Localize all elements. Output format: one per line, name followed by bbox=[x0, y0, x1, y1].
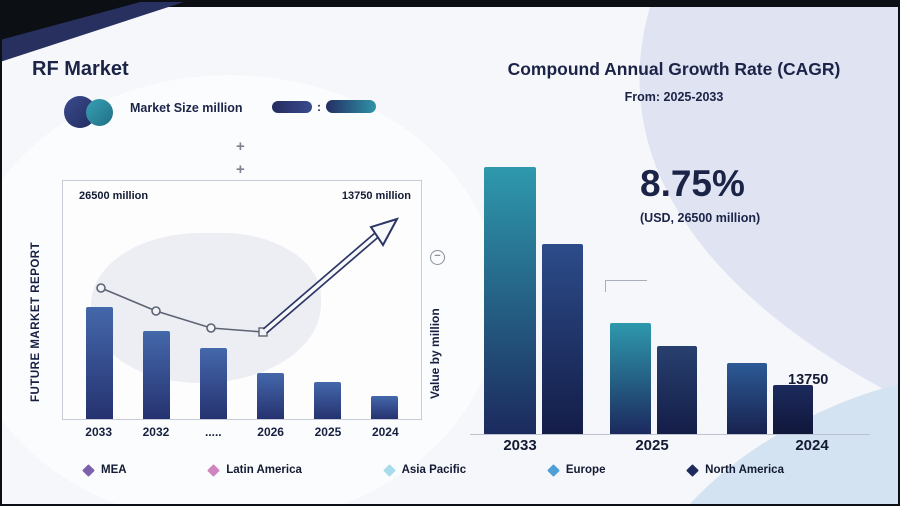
right-x-label: 2033 bbox=[503, 437, 537, 454]
right-bar-group-2025 bbox=[610, 323, 697, 434]
left-x-label: 2026 bbox=[257, 425, 284, 439]
legend-label: North America bbox=[705, 464, 784, 476]
annotation-13750: 13750 million bbox=[341, 190, 411, 202]
right-x-label: 2024 bbox=[795, 437, 829, 454]
legend-item-asia-pacific: Asia Pacific bbox=[382, 463, 467, 477]
legend-item-north-america: North America bbox=[686, 463, 784, 477]
left-x-label: 2024 bbox=[371, 425, 399, 439]
right-bar-primary bbox=[727, 363, 767, 434]
teal-pill-icon bbox=[326, 100, 376, 113]
right-bar-primary bbox=[610, 323, 651, 434]
diamond-icon bbox=[382, 463, 396, 477]
left-bar-2024 bbox=[371, 396, 398, 419]
pill-separator: : bbox=[317, 99, 321, 114]
left-x-label: 2025 bbox=[314, 425, 342, 439]
step-line-decoration bbox=[605, 280, 647, 292]
legend-label: MEA bbox=[101, 464, 127, 476]
left-chart-plot: 26500 million 13750 million bbox=[62, 180, 422, 420]
pie-icon-teal-half bbox=[86, 99, 113, 126]
top-black-strip bbox=[0, 0, 900, 7]
plus-icon: + bbox=[236, 138, 245, 155]
right-bar-secondary bbox=[657, 346, 697, 434]
cagr-note: (USD, 26500 million) bbox=[640, 211, 761, 225]
region-legend: MEA Latin America Asia Pacific Europe North … bbox=[82, 463, 784, 477]
legend-item-latin-america: Latin America bbox=[207, 463, 302, 477]
legend-label: Latin America bbox=[226, 464, 302, 476]
cagr-subtitle: From: 2025-2033 bbox=[624, 90, 724, 104]
navy-pill-icon bbox=[272, 100, 312, 113]
right-bar-group-2033 bbox=[484, 167, 583, 434]
left-bar-2033 bbox=[86, 307, 113, 419]
right-chart-baseline bbox=[470, 434, 870, 435]
left-bar-2032 bbox=[143, 331, 170, 419]
plus-icon: + bbox=[236, 161, 245, 178]
right-bar-primary bbox=[484, 167, 536, 434]
left-chart-bars bbox=[63, 181, 421, 419]
right-bar-secondary bbox=[542, 244, 583, 434]
left-x-label: 2033 bbox=[85, 425, 112, 439]
data-label-13750: 13750 bbox=[788, 372, 829, 388]
background-swoosh-lavender bbox=[639, 0, 900, 398]
legend-label: Asia Pacific bbox=[401, 464, 467, 476]
left-chart-xlabels: 2033 2032..... 2026 2025 2024 bbox=[62, 425, 422, 439]
market-size-label: Market Size million bbox=[130, 101, 243, 115]
market-size-pie-icon bbox=[64, 94, 118, 130]
legend-label: Europe bbox=[565, 464, 606, 476]
left-bar-2025 bbox=[314, 382, 341, 419]
left-chart-ylabel: FUTURE MARKET REPORT bbox=[30, 241, 42, 403]
legend-pills: : bbox=[272, 100, 376, 113]
right-bar-group-2024 bbox=[727, 363, 813, 434]
right-bar-secondary bbox=[773, 385, 813, 434]
right-x-label: 2025 bbox=[635, 437, 669, 454]
left-x-label: ..... bbox=[204, 425, 222, 439]
background-swoosh-blue bbox=[688, 384, 900, 506]
left-bar-..... bbox=[200, 348, 227, 419]
annotation-26500: 26500 million bbox=[79, 190, 149, 202]
circle-minus-icon: − bbox=[430, 250, 445, 265]
legend-item-mea: MEA bbox=[82, 463, 127, 477]
right-chart-plot bbox=[470, 160, 870, 435]
diamond-icon bbox=[546, 463, 560, 477]
right-chart-ylabel: Value by million bbox=[428, 308, 442, 400]
legend-item-europe: Europe bbox=[546, 463, 606, 477]
diamond-icon bbox=[82, 463, 95, 477]
diamond-icon bbox=[686, 463, 700, 477]
cagr-title: Compound Annual Growth Rate (CAGR) bbox=[507, 59, 841, 79]
left-x-label: 2032 bbox=[142, 425, 170, 439]
diamond-icon bbox=[207, 463, 221, 477]
cagr-value: 8.75% bbox=[640, 163, 745, 204]
page-title: RF Market bbox=[32, 58, 129, 80]
left-bar-2026 bbox=[257, 373, 284, 419]
